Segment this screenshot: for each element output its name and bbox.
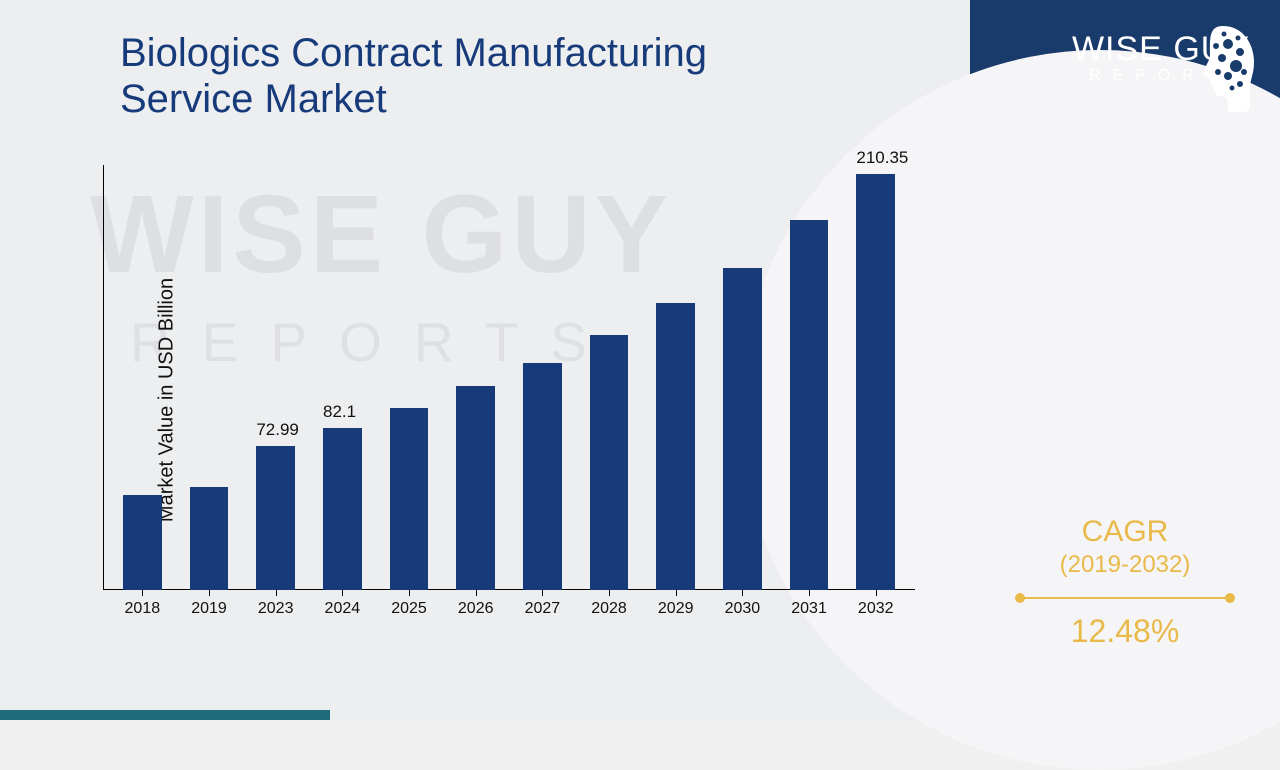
x-categories: 2018201920232024202520262027202820292030… <box>103 600 915 618</box>
bar-slot <box>642 165 709 590</box>
x-tick <box>142 590 143 596</box>
bar-slot: 210.35 <box>842 165 909 590</box>
bar-slot <box>109 165 176 590</box>
market-bar-chart: Market Value in USD Billion 72.9982.1210… <box>55 165 915 635</box>
bar-value-label: 82.1 <box>323 402 356 422</box>
x-tick <box>876 590 877 596</box>
logo-word-1: WISE <box>1072 30 1163 68</box>
bar <box>656 303 695 590</box>
page-title: Biologics Contract Manufacturing Service… <box>120 30 840 122</box>
x-tick <box>276 590 277 596</box>
x-tick <box>476 590 477 596</box>
x-category-label: 2025 <box>376 600 443 618</box>
bar-slot <box>176 165 243 590</box>
bar-value-label: 72.99 <box>256 420 299 440</box>
x-tick <box>742 590 743 596</box>
x-tick <box>409 590 410 596</box>
bar-slot <box>776 165 843 590</box>
x-category-label: 2028 <box>576 600 643 618</box>
x-category-label: 2032 <box>842 600 909 618</box>
x-category-label: 2024 <box>309 600 376 618</box>
bar <box>123 495 162 590</box>
bar-slot <box>442 165 509 590</box>
x-category-label: 2031 <box>776 600 843 618</box>
cagr-divider <box>1020 597 1230 599</box>
bar-slot <box>576 165 643 590</box>
bar-slot <box>376 165 443 590</box>
x-category-label: 2029 <box>642 600 709 618</box>
x-tick <box>809 590 810 596</box>
logo-head-icon <box>1188 24 1258 114</box>
bar: 210.35 <box>856 174 895 590</box>
bar <box>590 335 629 590</box>
x-tick <box>676 590 677 596</box>
cagr-value: 12.48% <box>1010 613 1240 650</box>
bar: 82.1 <box>323 428 362 590</box>
bar <box>190 487 229 590</box>
x-category-label: 2030 <box>709 600 776 618</box>
bar <box>523 363 562 590</box>
plot-area: 72.9982.1210.35 201820192023202420252026… <box>103 165 915 590</box>
bar-slot: 72.99 <box>242 165 309 590</box>
bar <box>790 220 829 590</box>
cagr-range: (2019-2032) <box>1010 551 1240 579</box>
bar-slot: 82.1 <box>309 165 376 590</box>
x-category-label: 2023 <box>242 600 309 618</box>
x-category-label: 2027 <box>509 600 576 618</box>
bar-slot <box>509 165 576 590</box>
bars-container: 72.99 82.1 210.35 <box>103 165 915 590</box>
bar-slot <box>709 165 776 590</box>
bar <box>456 386 495 590</box>
x-tick <box>609 590 610 596</box>
x-tick <box>209 590 210 596</box>
x-category-label: 2026 <box>442 600 509 618</box>
bottom-accent-strip <box>0 710 330 720</box>
x-category-label: 2018 <box>109 600 176 618</box>
x-category-label: 2019 <box>176 600 243 618</box>
page: WISE GUY REPORTS Biologics Contract Manu… <box>0 0 1280 720</box>
bar <box>390 408 429 590</box>
x-tick <box>342 590 343 596</box>
bar <box>723 268 762 590</box>
brand-logo: WISE GUY REPORTS <box>1072 30 1250 85</box>
cagr-title: CAGR <box>1010 515 1240 549</box>
bar: 72.99 <box>256 446 295 590</box>
x-tick <box>542 590 543 596</box>
cagr-block: CAGR (2019-2032) 12.48% <box>1010 515 1240 650</box>
bar-value-label: 210.35 <box>856 148 908 168</box>
